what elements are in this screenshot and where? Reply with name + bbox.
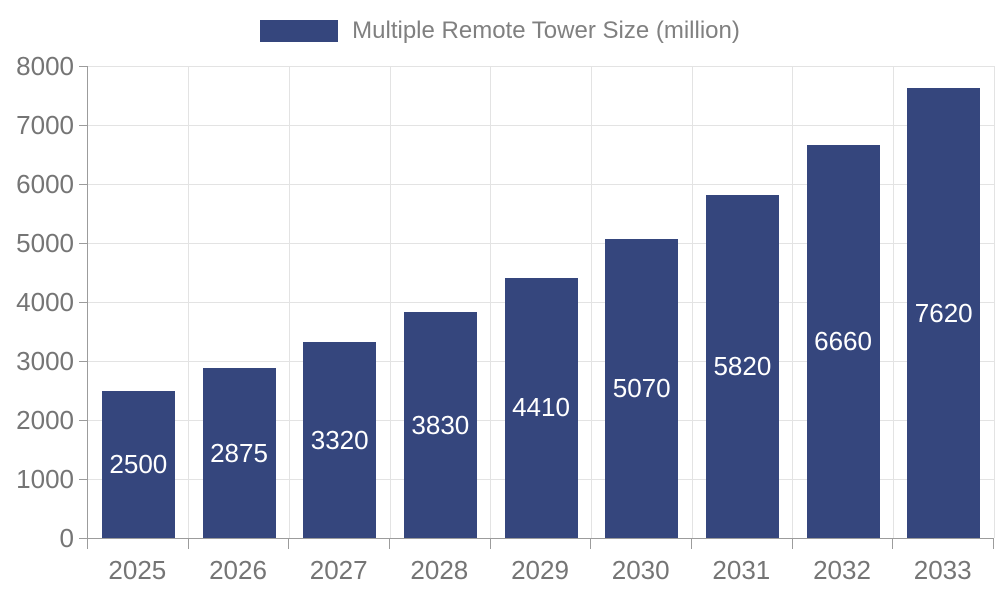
- bar-cell-2028: 3830: [390, 66, 491, 538]
- x-axis-label: 2029: [511, 555, 569, 585]
- x-axis-label: 2031: [712, 555, 771, 585]
- v-gridline: [691, 66, 693, 538]
- x-axis-tick: [590, 539, 592, 549]
- bar-cell-2026: 2875: [189, 66, 290, 538]
- x-axis-label: 2026: [209, 555, 267, 585]
- plot-area: 2500 2875 3320 3830 4410 5070 5820 6660 7620: [87, 65, 995, 539]
- x-axis-label: 2025: [108, 555, 167, 585]
- h-gridline: [88, 124, 994, 126]
- x-axis-label: 2033: [913, 555, 972, 585]
- bar-value-label: 2875: [210, 437, 268, 468]
- bar-value-label: 5820: [713, 350, 772, 381]
- x-axis-tick: [489, 539, 491, 549]
- y-axis-tick: [79, 302, 87, 303]
- x-axis-label: 2032: [813, 555, 871, 585]
- x-axis-label: 2027: [309, 555, 368, 585]
- bar-value-label: 7620: [914, 297, 973, 328]
- legend-label: Multiple Remote Tower Size (million): [352, 17, 740, 44]
- v-gridline: [188, 66, 190, 538]
- y-axis-tick: [79, 184, 87, 185]
- bar-2026[interactable]: 2875: [202, 368, 276, 538]
- y-axis-tick: [79, 361, 87, 362]
- y-axis-label: 1000: [16, 464, 74, 494]
- v-gridline: [288, 66, 290, 538]
- bar-value-label: 6660: [814, 326, 872, 357]
- bar-cell-2025: 2500: [88, 66, 189, 538]
- v-gridline: [389, 66, 391, 538]
- h-gridline: [88, 242, 994, 244]
- bar-2028[interactable]: 3830: [403, 312, 477, 538]
- y-axis-tick: [79, 125, 87, 126]
- y-axis-label: 3000: [16, 346, 74, 376]
- y-axis-tick: [79, 66, 87, 67]
- bar-2027[interactable]: 3320: [303, 342, 377, 538]
- bar-2032[interactable]: 6660: [806, 145, 880, 538]
- bar-2030[interactable]: 5070: [605, 238, 679, 538]
- bar-value-label: 4410: [512, 392, 570, 423]
- h-gridline: [88, 183, 994, 185]
- x-axis-tick: [187, 539, 189, 549]
- bar-2029[interactable]: 4410: [504, 277, 578, 538]
- bar-2025[interactable]: 2500: [101, 390, 175, 538]
- x-axis-tick: [288, 539, 290, 549]
- bar-cell-2031: 5820: [692, 66, 793, 538]
- x-axis-tick: [389, 539, 390, 549]
- y-axis-label: 2000: [16, 405, 74, 435]
- x-axis-tick: [993, 539, 994, 549]
- y-axis-tick: [79, 243, 87, 244]
- y-axis-label: 6000: [16, 169, 74, 199]
- bar-cell-2033: 7620: [893, 66, 994, 538]
- legend-item[interactable]: Multiple Remote Tower Size (million): [0, 17, 1000, 45]
- bar-cell-2029: 4410: [491, 66, 592, 538]
- y-axis-label: 8000: [16, 51, 74, 81]
- bar-cell-2032: 6660: [793, 66, 894, 538]
- x-axis-label: 2028: [410, 555, 469, 585]
- x-axis-tick: [892, 539, 894, 549]
- x-axis-tick: [87, 539, 88, 549]
- x-axis-label: 2030: [611, 555, 670, 585]
- v-gridline: [993, 66, 995, 538]
- bar-cell-2027: 3320: [289, 66, 390, 538]
- bar-cell-2030: 5070: [591, 66, 692, 538]
- v-gridline: [792, 66, 794, 538]
- v-gridline: [590, 66, 592, 538]
- bar-value-label: 2500: [109, 448, 168, 479]
- v-gridline: [892, 66, 894, 538]
- bar-value-label: 5070: [612, 372, 671, 403]
- y-axis-label: 4000: [16, 287, 74, 317]
- y-axis-tick: [79, 420, 87, 421]
- x-axis-tick: [691, 539, 692, 549]
- x-axis-tick: [791, 539, 793, 549]
- y-axis-tick: [79, 538, 87, 539]
- bar-value-label: 3830: [411, 409, 470, 440]
- v-gridline: [490, 66, 492, 538]
- bar-series: 2500 2875 3320 3830 4410 5070 5820 6660 7620: [88, 66, 994, 538]
- y-axis-tick: [79, 479, 87, 480]
- legend-swatch: [260, 20, 339, 42]
- bar-2033[interactable]: 7620: [907, 88, 981, 538]
- y-axis-label: 5000: [16, 228, 74, 258]
- y-axis-label: 0: [59, 523, 74, 553]
- bar-value-label: 3320: [310, 424, 369, 455]
- bar-2031[interactable]: 5820: [705, 194, 779, 538]
- y-axis-label: 7000: [16, 110, 74, 140]
- h-gridline: [88, 65, 994, 67]
